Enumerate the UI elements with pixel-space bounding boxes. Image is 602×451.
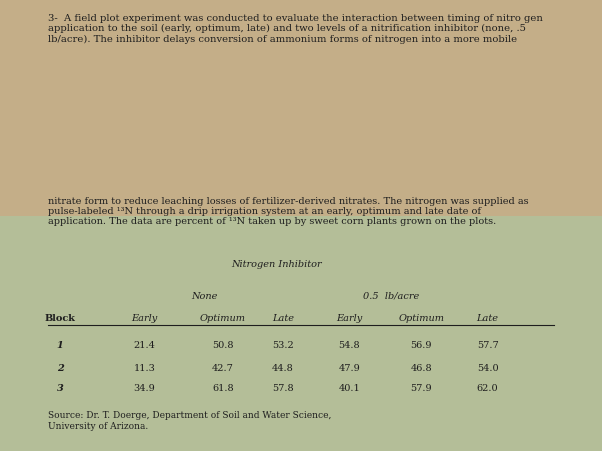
Text: 47.9: 47.9 bbox=[338, 363, 360, 372]
Text: Optimum: Optimum bbox=[200, 313, 246, 322]
Text: nitrate form to reduce leaching losses of fertilizer-derived nitrates. The nitro: nitrate form to reduce leaching losses o… bbox=[48, 196, 529, 226]
Text: 11.3: 11.3 bbox=[134, 363, 155, 372]
Text: Early: Early bbox=[131, 313, 158, 322]
Text: 40.1: 40.1 bbox=[338, 383, 360, 392]
Text: 44.8: 44.8 bbox=[272, 363, 294, 372]
Text: 57.9: 57.9 bbox=[411, 383, 432, 392]
Text: Block: Block bbox=[45, 313, 76, 322]
Text: 1: 1 bbox=[57, 341, 64, 350]
Text: 56.9: 56.9 bbox=[411, 341, 432, 350]
Text: Source: Dr. T. Doerge, Department of Soil and Water Science,
University of Arizo: Source: Dr. T. Doerge, Department of Soi… bbox=[48, 410, 332, 430]
Text: 62.0: 62.0 bbox=[477, 383, 498, 392]
Text: 50.8: 50.8 bbox=[212, 341, 234, 350]
Text: 61.8: 61.8 bbox=[212, 383, 234, 392]
Text: 57.8: 57.8 bbox=[272, 383, 294, 392]
Text: 42.7: 42.7 bbox=[212, 363, 234, 372]
Text: 3-  A field plot experiment was conducted to evaluate the interaction between ti: 3- A field plot experiment was conducted… bbox=[48, 14, 543, 44]
Text: Late: Late bbox=[477, 313, 498, 322]
Text: 53.2: 53.2 bbox=[272, 341, 294, 350]
Text: 57.7: 57.7 bbox=[477, 341, 498, 350]
Text: 54.0: 54.0 bbox=[477, 363, 498, 372]
Text: Nitrogen Inhibitor: Nitrogen Inhibitor bbox=[232, 259, 322, 268]
Text: 3: 3 bbox=[57, 383, 64, 392]
Text: Early: Early bbox=[336, 313, 362, 322]
Text: Optimum: Optimum bbox=[399, 313, 444, 322]
Text: 34.9: 34.9 bbox=[134, 383, 155, 392]
Text: Late: Late bbox=[272, 313, 294, 322]
Text: 46.8: 46.8 bbox=[411, 363, 432, 372]
Text: None: None bbox=[191, 291, 218, 300]
Text: 2: 2 bbox=[57, 363, 64, 372]
Text: 21.4: 21.4 bbox=[134, 341, 155, 350]
Text: 54.8: 54.8 bbox=[338, 341, 360, 350]
Text: 0.5  lb/acre: 0.5 lb/acre bbox=[363, 291, 420, 300]
